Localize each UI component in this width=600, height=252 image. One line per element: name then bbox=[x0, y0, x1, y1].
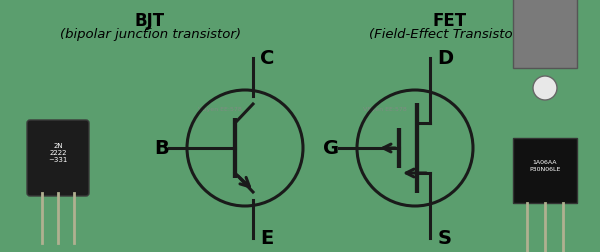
Text: G: G bbox=[323, 139, 339, 158]
Text: VByen EE:578: VByen EE:578 bbox=[363, 108, 407, 112]
Text: VByen EE:578: VByen EE:578 bbox=[198, 108, 242, 112]
Text: (Field-Effect Transistors): (Field-Effect Transistors) bbox=[370, 28, 530, 41]
FancyBboxPatch shape bbox=[27, 120, 89, 196]
Text: FET: FET bbox=[433, 12, 467, 30]
Ellipse shape bbox=[533, 76, 557, 100]
Text: BJT: BJT bbox=[135, 12, 165, 30]
Text: D: D bbox=[437, 48, 453, 68]
Text: (bipolar junction transistor): (bipolar junction transistor) bbox=[59, 28, 241, 41]
Text: S: S bbox=[438, 229, 452, 247]
Text: B: B bbox=[155, 139, 169, 158]
FancyBboxPatch shape bbox=[513, 138, 577, 203]
Text: E: E bbox=[260, 229, 274, 247]
Text: 1A06AA
P30N06LE: 1A06AA P30N06LE bbox=[529, 161, 560, 172]
Text: C: C bbox=[260, 48, 274, 68]
FancyBboxPatch shape bbox=[513, 0, 577, 68]
Text: 2N
2222
~331: 2N 2222 ~331 bbox=[49, 142, 68, 164]
